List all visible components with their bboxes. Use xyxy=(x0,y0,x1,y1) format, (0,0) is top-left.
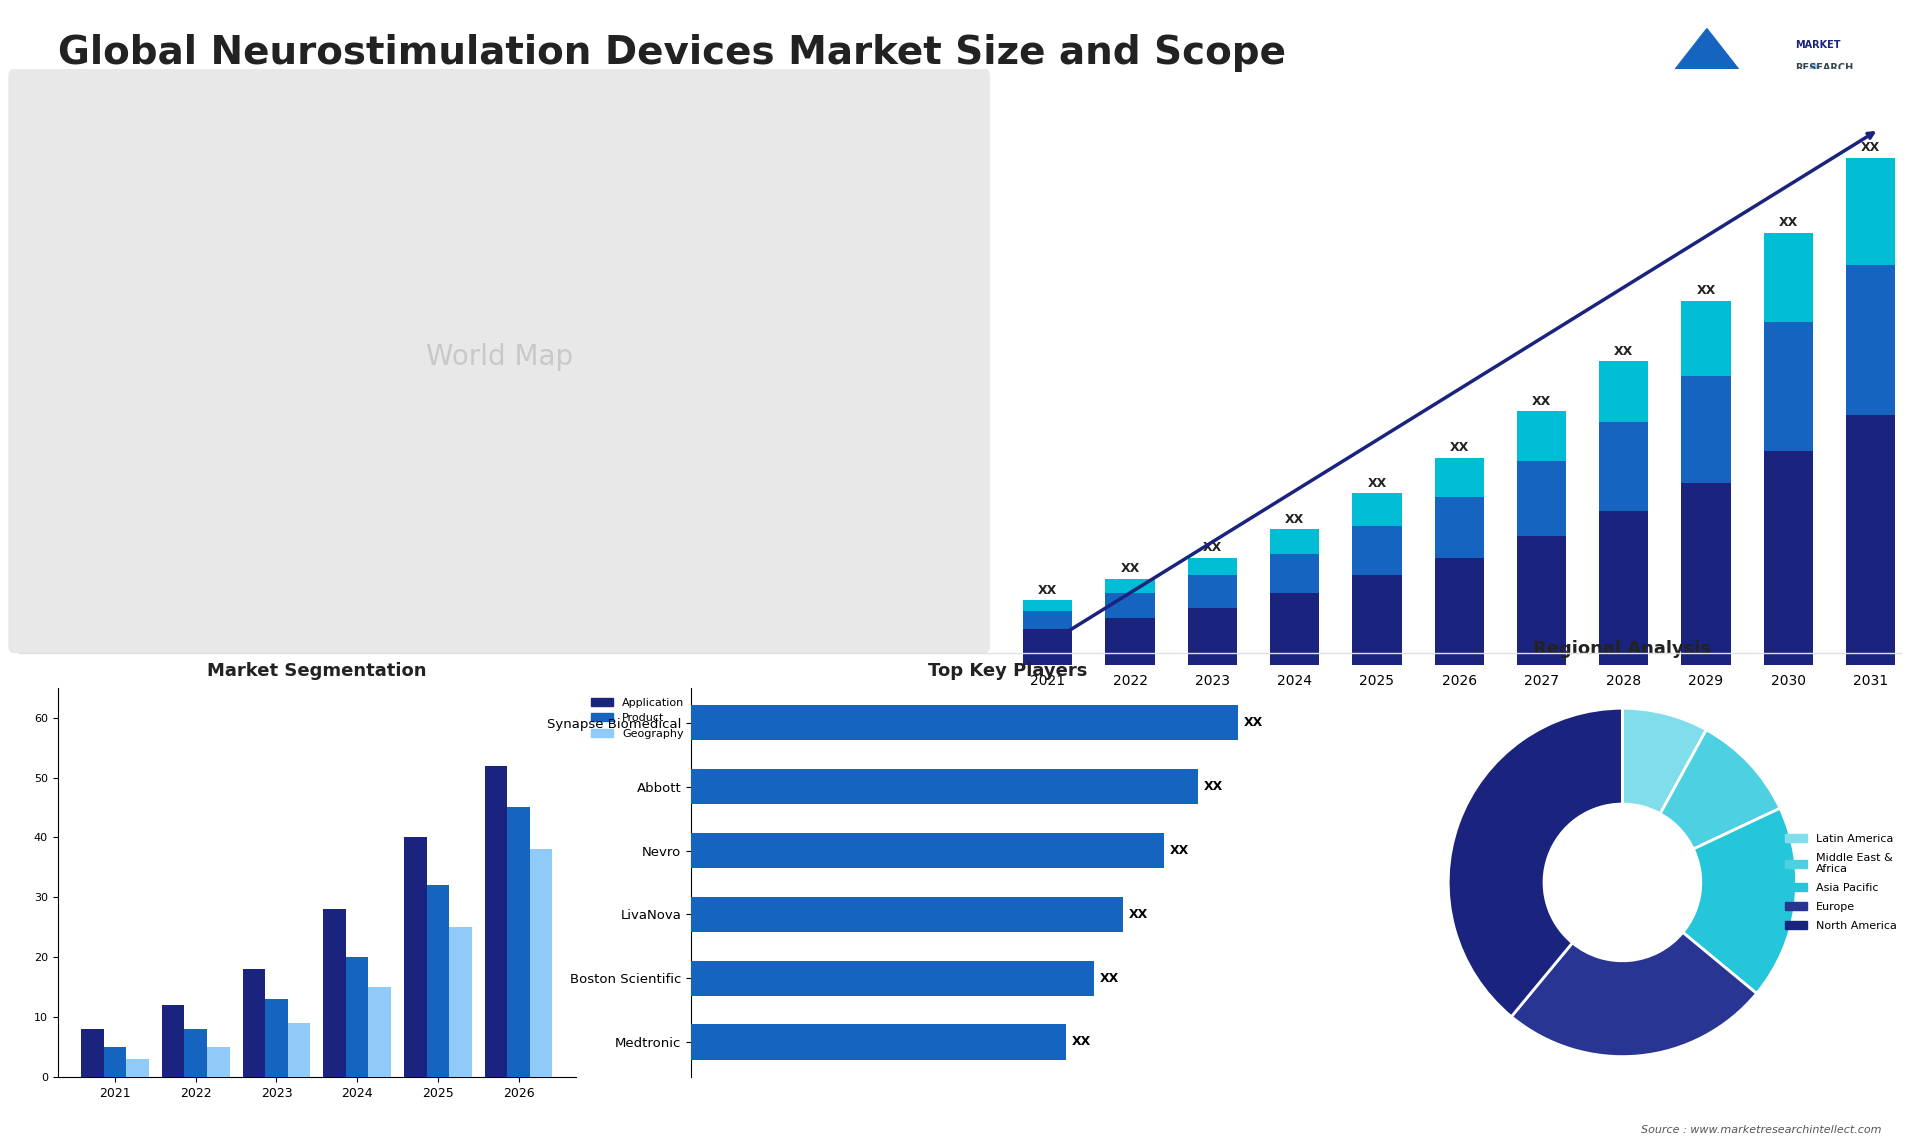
Bar xyxy=(1599,361,1649,422)
Bar xyxy=(1682,300,1730,376)
Bar xyxy=(1106,594,1154,619)
Bar xyxy=(449,927,472,1077)
Bar xyxy=(265,999,288,1077)
Polygon shape xyxy=(1761,63,1868,132)
Bar xyxy=(288,1023,311,1077)
Text: Global Neurostimulation Devices Market Size and Scope: Global Neurostimulation Devices Market S… xyxy=(58,34,1286,72)
Legend: Latin America, Middle East &
Africa, Asia Pacific, Europe, North America: Latin America, Middle East & Africa, Asi… xyxy=(1780,830,1901,935)
Bar xyxy=(507,808,530,1077)
Bar xyxy=(346,957,369,1077)
Text: XX: XX xyxy=(1100,972,1119,984)
Bar xyxy=(691,960,1094,996)
Bar xyxy=(1269,529,1319,554)
Bar xyxy=(1023,601,1073,611)
Text: XX: XX xyxy=(1367,477,1386,489)
Bar xyxy=(1845,158,1895,265)
Bar xyxy=(1599,422,1649,511)
Bar xyxy=(1188,575,1236,607)
Bar xyxy=(1517,411,1567,462)
Text: XX: XX xyxy=(1202,541,1221,554)
Bar xyxy=(1845,415,1895,665)
Bar xyxy=(242,970,265,1077)
Bar xyxy=(1517,462,1567,536)
Bar xyxy=(530,849,553,1077)
Bar xyxy=(691,705,1238,740)
Bar xyxy=(691,897,1123,932)
Bar xyxy=(1188,558,1236,575)
Text: XX: XX xyxy=(1039,583,1058,597)
Text: Source : www.marketresearchintellect.com: Source : www.marketresearchintellect.com xyxy=(1642,1124,1882,1135)
Bar xyxy=(1106,619,1154,665)
Bar xyxy=(1352,526,1402,575)
Bar xyxy=(323,910,346,1077)
Bar xyxy=(1269,594,1319,665)
FancyBboxPatch shape xyxy=(8,69,991,653)
Bar xyxy=(1682,482,1730,665)
Bar xyxy=(1764,450,1812,665)
Title: Top Key Players: Top Key Players xyxy=(927,662,1089,681)
Bar xyxy=(1434,558,1484,665)
Bar xyxy=(1352,494,1402,526)
Bar xyxy=(1845,265,1895,415)
Wedge shape xyxy=(1682,808,1797,994)
Bar xyxy=(691,769,1198,804)
Bar xyxy=(1517,536,1567,665)
Wedge shape xyxy=(1511,933,1757,1057)
Text: XX: XX xyxy=(1244,716,1263,729)
Text: INTELLECT: INTELLECT xyxy=(1795,86,1853,96)
Text: XX: XX xyxy=(1284,512,1304,526)
Bar xyxy=(1764,233,1812,322)
Bar xyxy=(1269,554,1319,594)
Bar xyxy=(1434,497,1484,558)
Bar xyxy=(1023,629,1073,665)
Text: RESEARCH: RESEARCH xyxy=(1795,63,1855,73)
Bar xyxy=(484,766,507,1077)
Bar xyxy=(1188,607,1236,665)
Text: XX: XX xyxy=(1778,217,1797,229)
Bar xyxy=(1764,322,1812,450)
Title: Regional Analysis: Regional Analysis xyxy=(1534,639,1711,658)
Text: XX: XX xyxy=(1071,1036,1091,1049)
Bar xyxy=(691,1025,1066,1060)
Bar xyxy=(691,833,1164,868)
Bar xyxy=(1352,575,1402,665)
Wedge shape xyxy=(1661,730,1780,849)
Text: World Map: World Map xyxy=(426,343,572,371)
Legend: Application, Product, Geography: Application, Product, Geography xyxy=(588,693,689,743)
Text: MARKET: MARKET xyxy=(1795,40,1841,50)
Text: XX: XX xyxy=(1450,441,1469,454)
Wedge shape xyxy=(1448,708,1622,1017)
Text: XX: XX xyxy=(1204,780,1223,793)
Bar xyxy=(81,1029,104,1077)
Bar xyxy=(403,838,426,1077)
Text: XX: XX xyxy=(1121,563,1140,575)
Text: XX: XX xyxy=(1860,141,1880,155)
Bar xyxy=(127,1059,150,1077)
Bar xyxy=(1434,457,1484,497)
Bar xyxy=(369,988,392,1077)
Bar xyxy=(1682,376,1730,482)
Bar xyxy=(1106,579,1154,594)
Wedge shape xyxy=(1622,708,1707,814)
Bar xyxy=(161,1005,184,1077)
Title: Market Segmentation: Market Segmentation xyxy=(207,662,426,681)
Bar xyxy=(426,886,449,1077)
Text: XX: XX xyxy=(1129,908,1148,921)
Text: XX: XX xyxy=(1169,843,1188,857)
Bar xyxy=(1023,611,1073,629)
Bar xyxy=(1599,511,1649,665)
Bar xyxy=(104,1047,127,1077)
Bar xyxy=(184,1029,207,1077)
Text: XX: XX xyxy=(1532,394,1551,408)
Bar xyxy=(207,1047,230,1077)
Text: XX: XX xyxy=(1697,284,1716,297)
Polygon shape xyxy=(1626,29,1788,132)
Text: XX: XX xyxy=(1615,345,1634,358)
